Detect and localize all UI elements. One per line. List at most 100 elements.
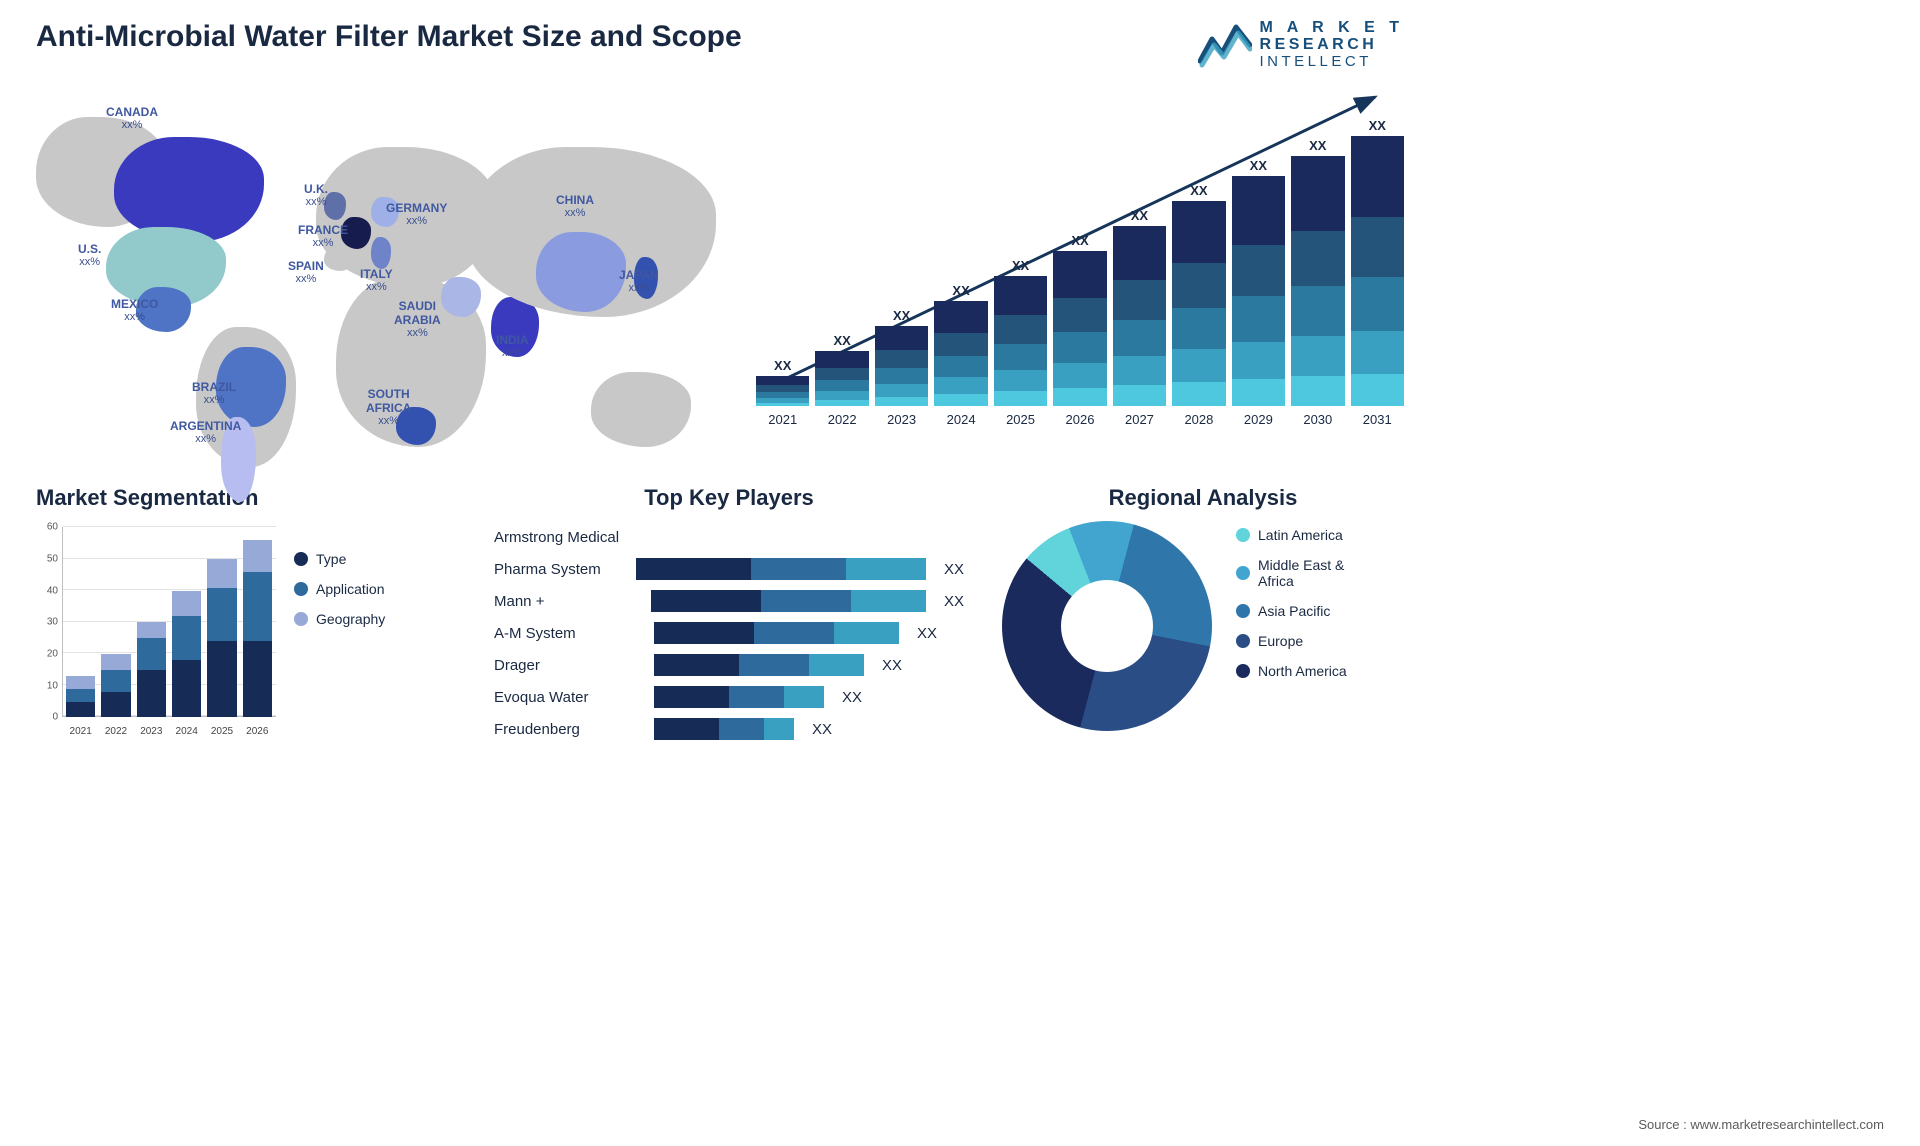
legend-label: Asia Pacific	[1258, 603, 1330, 619]
map-country-label: JAPANxx%	[619, 268, 659, 294]
growth-bar: XX 2022	[815, 333, 868, 427]
legend-dot-icon	[294, 552, 308, 566]
legend-label: Application	[316, 581, 385, 597]
legend-dot-icon	[1236, 604, 1250, 618]
growth-bar-label: XX	[1190, 183, 1207, 198]
map-country-label: GERMANYxx%	[386, 201, 447, 227]
growth-bar-label: XX	[1012, 258, 1029, 273]
source-label: Source : www.marketresearchintellect.com	[1638, 1117, 1884, 1132]
growth-bar-label: XX	[1131, 208, 1148, 223]
key-player-bar	[654, 654, 864, 676]
map-country-label: BRAZILxx%	[192, 380, 236, 406]
growth-bar: XX 2024	[934, 283, 987, 427]
seg-xtick: 2026	[243, 726, 272, 737]
key-player-name: Freudenberg	[494, 721, 644, 738]
key-player-bar	[654, 718, 794, 740]
brand-logo: M A R K E T RESEARCH INTELLECT	[1198, 20, 1404, 69]
growth-chart-panel: XX2021XX2022XX2023XX2024XX2025XX2026XX20…	[756, 87, 1404, 457]
seg-xtick: 2025	[207, 726, 236, 737]
map-country-label: INDIAxx%	[496, 333, 529, 359]
legend-label: Type	[316, 551, 346, 567]
seg-ytick: 20	[36, 649, 58, 660]
seg-xtick: 2022	[101, 726, 130, 737]
growth-bar-label: XX	[893, 308, 910, 323]
map-country-label: ARGENTINAxx%	[170, 419, 241, 445]
map-region	[536, 232, 626, 312]
segmentation-legend: TypeApplicationGeography	[294, 521, 385, 741]
key-players-panel: Top Key Players Armstrong Medical Pharma …	[494, 485, 964, 745]
key-player-bar	[654, 622, 899, 644]
segmentation-bar	[243, 540, 272, 717]
legend-label: Middle East &Africa	[1258, 557, 1344, 589]
key-player-row: Armstrong Medical	[494, 521, 964, 553]
key-player-bar	[651, 590, 926, 612]
regional-donut-chart	[1002, 521, 1212, 731]
growth-bar: XX2030	[1291, 138, 1344, 427]
map-country-label: SPAINxx%	[288, 259, 324, 285]
map-country-label: FRANCExx%	[298, 223, 348, 249]
map-country-label: U.S.xx%	[78, 242, 101, 268]
key-player-name: Pharma System	[494, 561, 626, 578]
key-player-value: XX	[812, 721, 832, 738]
legend-dot-icon	[1236, 566, 1250, 580]
key-player-row: Mann +XX	[494, 585, 964, 617]
growth-bar: XX 2021	[756, 358, 809, 427]
map-region	[441, 277, 481, 317]
seg-xtick: 2024	[172, 726, 201, 737]
key-player-bar	[654, 686, 824, 708]
growth-bar-year: 2023	[887, 412, 916, 427]
legend-item: Application	[294, 581, 385, 597]
growth-bar-label: XX	[1071, 233, 1088, 248]
map-region	[591, 372, 691, 447]
key-player-row: A-M SystemXX	[494, 617, 964, 649]
key-player-value: XX	[882, 657, 902, 674]
growth-bar-year: 2021	[768, 412, 797, 427]
segmentation-panel: Market Segmentation 0102030405060 202120…	[36, 485, 456, 745]
growth-bar: XX2031	[1351, 118, 1404, 427]
key-player-row: Freudenberg XX	[494, 713, 964, 745]
seg-ytick: 60	[36, 522, 58, 533]
legend-dot-icon	[294, 582, 308, 596]
growth-bar-year: 2029	[1244, 412, 1273, 427]
key-player-name: Drager	[494, 657, 644, 674]
key-player-value: XX	[917, 625, 937, 642]
seg-ytick: 50	[36, 554, 58, 565]
world-map-panel: CANADAxx%U.S.xx%MEXICOxx%BRAZILxx%ARGENT…	[36, 87, 716, 457]
key-player-value: XX	[842, 689, 862, 706]
growth-bar-year: 2026	[1066, 412, 1095, 427]
key-player-name: Armstrong Medical	[494, 529, 644, 546]
growth-bar-label: XX	[774, 358, 791, 373]
growth-bar-label: XX	[952, 283, 969, 298]
seg-ytick: 0	[36, 712, 58, 723]
growth-bar-year: 2024	[947, 412, 976, 427]
key-player-row: Drager XX	[494, 649, 964, 681]
seg-ytick: 10	[36, 680, 58, 691]
seg-xtick: 2021	[66, 726, 95, 737]
map-region	[114, 137, 264, 242]
growth-bar: XX2029	[1232, 158, 1285, 427]
growth-bar-year: 2022	[828, 412, 857, 427]
growth-bar-year: 2027	[1125, 412, 1154, 427]
key-player-row: Pharma System XX	[494, 553, 964, 585]
legend-item: Asia Pacific	[1236, 603, 1347, 619]
key-players-title: Top Key Players	[494, 485, 964, 511]
growth-bar-year: 2025	[1006, 412, 1035, 427]
legend-label: Europe	[1258, 633, 1303, 649]
growth-bar: XX 2025	[994, 258, 1047, 427]
growth-bar-label: XX	[834, 333, 851, 348]
map-country-label: SOUTHAFRICAxx%	[366, 387, 411, 427]
map-country-label: MEXICOxx%	[111, 297, 158, 323]
map-country-label: CHINAxx%	[556, 193, 594, 219]
legend-dot-icon	[1236, 634, 1250, 648]
legend-label: Latin America	[1258, 527, 1343, 543]
legend-dot-icon	[1236, 664, 1250, 678]
logo-line2: RESEARCH	[1260, 37, 1404, 54]
key-player-name: Mann +	[494, 593, 641, 610]
key-player-value: XX	[944, 561, 964, 578]
legend-item: Europe	[1236, 633, 1347, 649]
growth-bar: XX 2026	[1053, 233, 1106, 427]
legend-label: North America	[1258, 663, 1347, 679]
key-player-row: Evoqua WaterXX	[494, 681, 964, 713]
growth-bar-label: XX	[1369, 118, 1386, 133]
legend-dot-icon	[294, 612, 308, 626]
